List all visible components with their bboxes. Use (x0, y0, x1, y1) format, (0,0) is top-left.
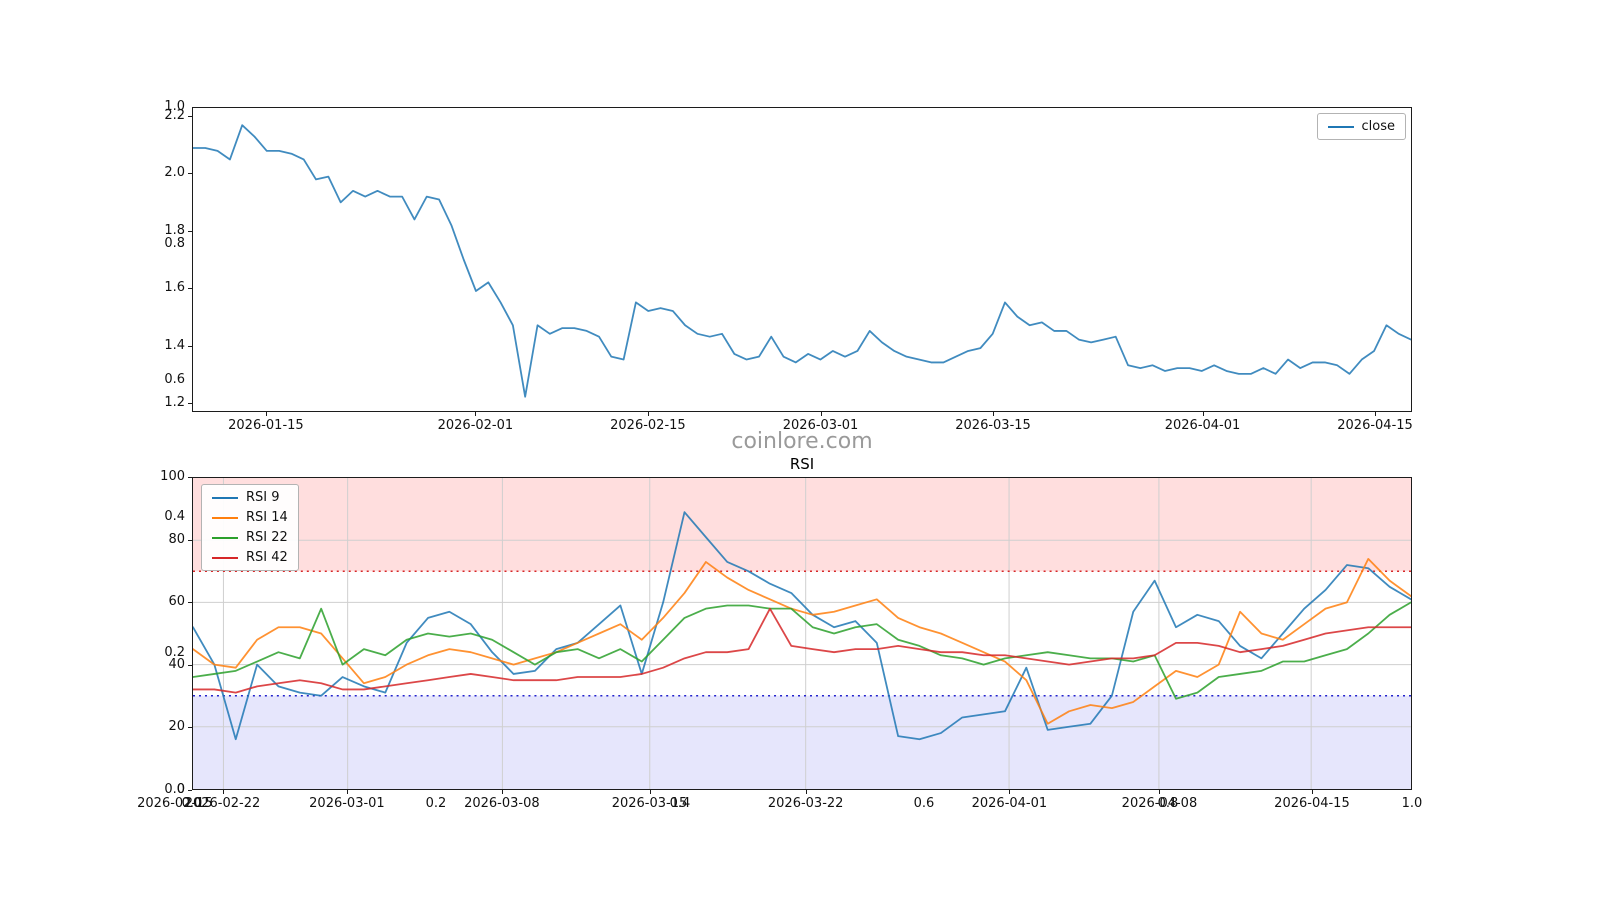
tick-label: 1.2 (164, 395, 185, 411)
tick-label: 0.4 (669, 796, 691, 811)
tick-mark (346, 790, 348, 794)
legend-label: RSI 14 (246, 510, 288, 525)
legend-line-swatch (212, 536, 238, 539)
tick-label: 2.0 (164, 165, 185, 181)
legend-line-swatch (212, 496, 238, 499)
tick-label: 1.0 (164, 98, 185, 114)
tick-label: 0.2 (425, 796, 447, 811)
tick-label: 2026-04-08 (1121, 796, 1198, 811)
tick-label: 0.0 (181, 796, 203, 811)
tick-label: 2026-02-22 (184, 796, 261, 811)
tick-label: 2026-03-15 (611, 796, 688, 811)
tick-label: 1.4 (164, 337, 185, 353)
tick-label: 80 (168, 531, 185, 547)
tick-label: 20 (168, 719, 185, 735)
rsi-legend: RSI 9 RSI 14 RSI 22 RSI 42 (201, 484, 299, 571)
tick-mark (649, 790, 651, 794)
tick-label: 2026-04-15 (1274, 796, 1350, 811)
tick-label: 2026-02-15 (137, 796, 213, 811)
tick-label: 2026-04-01 (971, 796, 1048, 811)
tick-label: 0.8 (164, 235, 185, 251)
tick-mark (501, 790, 503, 794)
tick-label: 1.8 (164, 222, 185, 238)
legend-label: RSI 22 (246, 530, 288, 545)
tick-mark (1311, 790, 1313, 794)
legend-label: RSI 42 (246, 550, 288, 565)
tick-mark (647, 412, 649, 416)
tick-label: 1.6 (164, 280, 185, 296)
legend-item: RSI 14 (212, 510, 288, 525)
tick-mark (1375, 412, 1377, 416)
price-plot: close (192, 107, 1412, 412)
legend-line-swatch (212, 516, 238, 519)
tick-label: 1.0 (1401, 796, 1423, 811)
price-chart-canvas (193, 124, 1411, 398)
tick-label: 0.6 (164, 372, 185, 388)
tick-label: 0.0 (164, 781, 185, 797)
tick-mark (805, 790, 807, 794)
tick-label: 100 (160, 468, 185, 484)
tick-label: 2026-03-01 (309, 796, 385, 811)
watermark: coinlore.com (731, 429, 873, 454)
tick-mark (1202, 412, 1204, 416)
tick-label: 0.2 (164, 645, 185, 661)
tick-mark (265, 412, 267, 416)
legend-item: RSI 42 (212, 550, 288, 565)
rsi-chart-title: RSI (789, 455, 815, 473)
legend-label: RSI 9 (246, 490, 280, 505)
tick-label: 60 (168, 594, 185, 610)
tick-label: 0.6 (913, 796, 935, 811)
legend-line-swatch (1327, 125, 1354, 128)
tick-mark (188, 790, 192, 791)
tick-mark (222, 790, 224, 794)
tick-label: 2.2 (164, 107, 185, 123)
price-legend: close (1316, 113, 1406, 140)
legend-label: close (1361, 119, 1395, 134)
tick-label: 2026-03-22 (767, 796, 844, 811)
tick-mark (993, 412, 995, 416)
tick-label: 0.4 (164, 508, 185, 524)
rsi-chart-canvas (193, 478, 1411, 789)
legend-item: RSI 9 (212, 490, 288, 505)
tick-mark (475, 412, 477, 416)
tick-mark (1009, 790, 1011, 794)
tick-label: 40 (168, 656, 185, 672)
tick-label: 0.8 (1157, 796, 1179, 811)
legend-line-swatch (212, 556, 238, 559)
legend-item: RSI 22 (212, 530, 288, 545)
tick-mark (1159, 790, 1161, 794)
tick-label: 2026-03-08 (464, 796, 540, 811)
rsi-plot: RSI 9 RSI 14 RSI 22 RSI 42 (192, 477, 1412, 790)
tick-label: 0 (176, 781, 185, 797)
tick-mark (820, 412, 822, 416)
legend-item: close (1327, 119, 1395, 134)
